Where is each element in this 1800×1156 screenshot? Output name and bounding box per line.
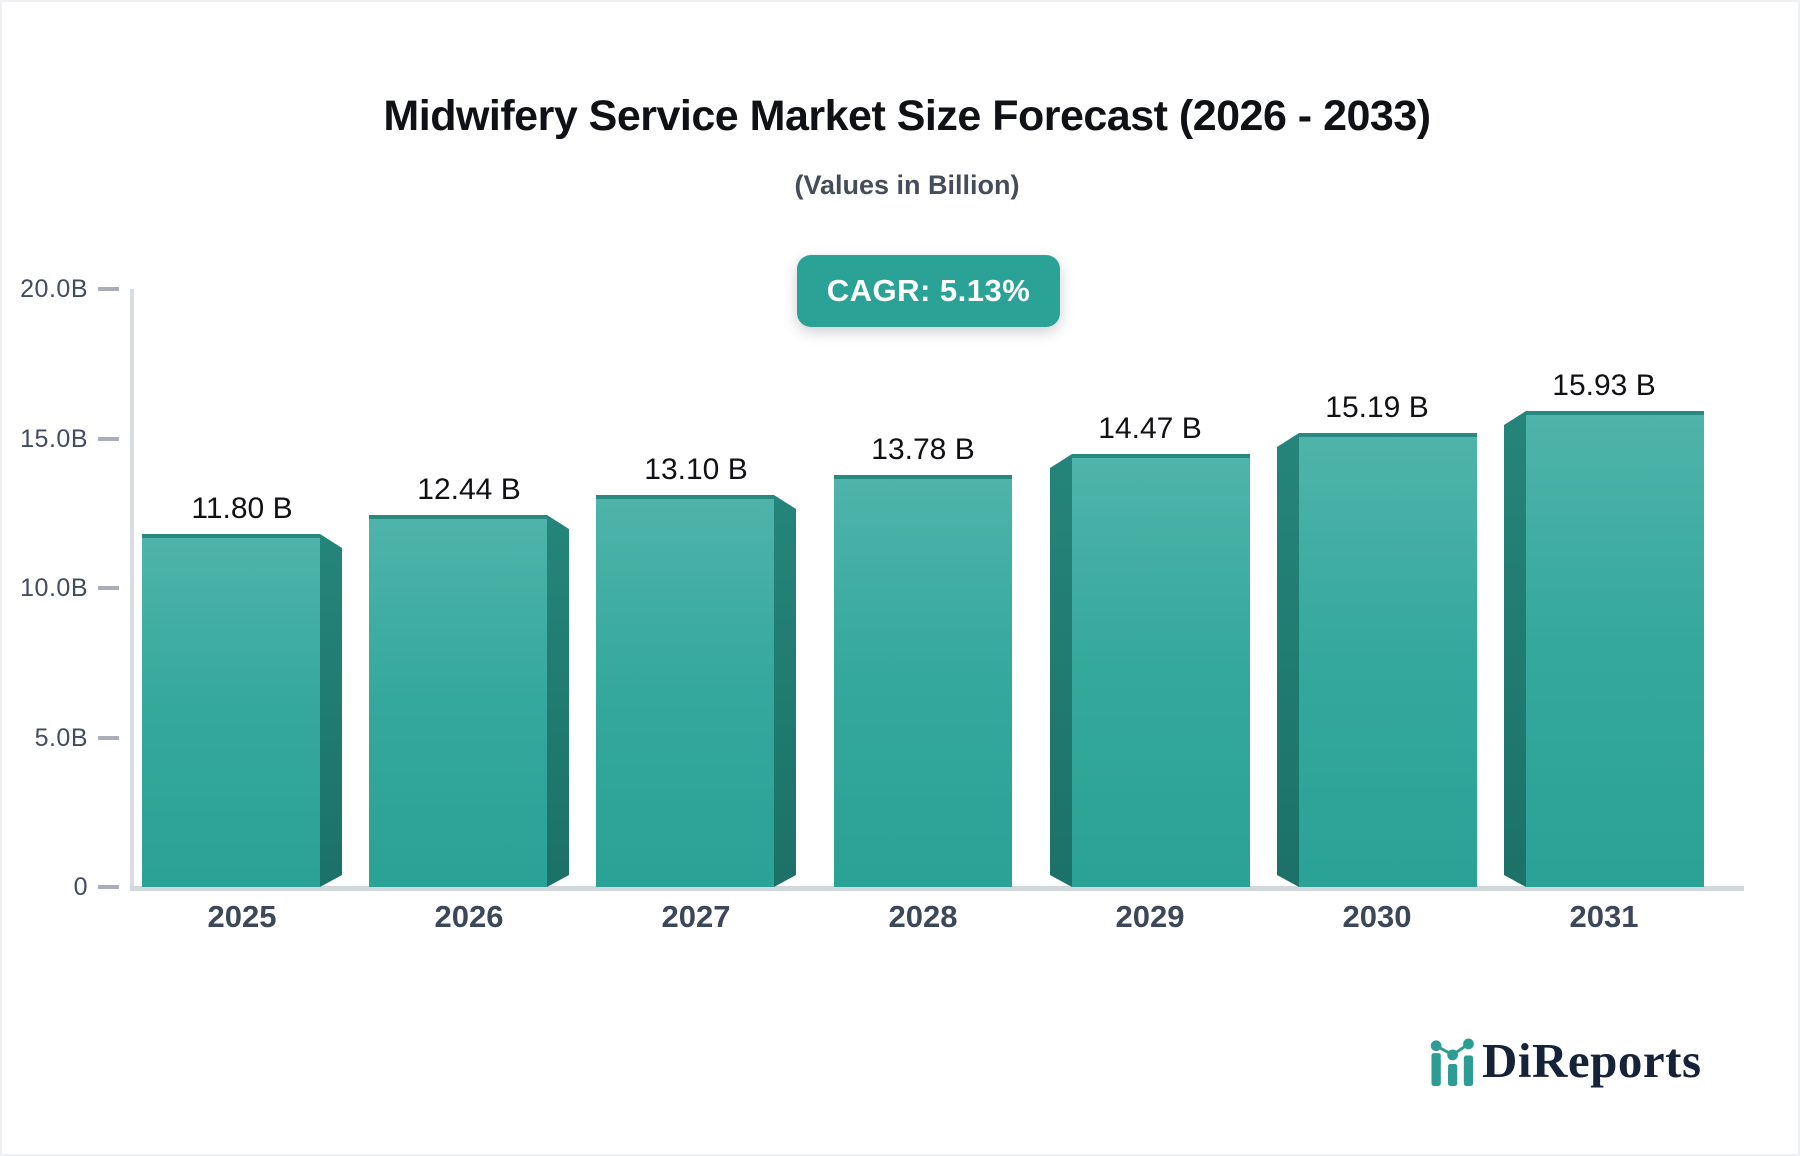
bar-face	[1072, 454, 1250, 887]
bar-2026: 12.44 B	[369, 473, 569, 887]
y-tick-label: 5.0B	[34, 723, 88, 752]
x-axis-line	[130, 886, 1744, 891]
bar-side-shade	[320, 534, 342, 887]
direports-logo-text: DiReports	[1482, 1033, 1702, 1088]
x-axis-label-2031: 2031	[1569, 899, 1639, 934]
bar-face	[1299, 433, 1477, 887]
x-axis-label-2028: 2028	[888, 899, 958, 934]
bar-value-label: 11.80 B	[191, 492, 293, 525]
bar-value-label: 14.47 B	[1098, 412, 1202, 445]
bar-side-shade	[1504, 411, 1526, 887]
y-axis-line	[130, 289, 134, 891]
bar-2029: 14.47 B	[1050, 412, 1250, 887]
x-axis-label-2030: 2030	[1342, 899, 1412, 934]
bar-value-label: 12.44 B	[417, 473, 521, 506]
bar-2025: 11.80 B	[142, 492, 342, 887]
y-tick-label: 10.0B	[20, 574, 88, 602]
y-tick-mark	[98, 586, 119, 590]
chart-title: Midwifery Service Market Size Forecast (…	[383, 92, 1431, 140]
direports-logo: DiReports	[1430, 1032, 1702, 1089]
y-tick-label: 0	[73, 873, 88, 901]
bar-side-shade	[1050, 454, 1072, 887]
direports-logo-icon	[1430, 1038, 1474, 1086]
y-tick-mark	[98, 735, 119, 740]
x-axis-label-2026: 2026	[434, 899, 504, 934]
y-tick-mark	[98, 885, 119, 889]
bar-value-label: 13.78 B	[871, 433, 975, 466]
bar-2030: 15.19 B	[1277, 391, 1477, 887]
bar-value-label: 13.10 B	[644, 453, 748, 486]
bar-face	[596, 495, 774, 887]
bar-2031: 15.93 B	[1504, 369, 1704, 887]
y-tick-label: 20.0B	[20, 275, 88, 303]
bar-side-shade	[1277, 433, 1299, 887]
bar-face	[369, 515, 547, 887]
y-tick-mark	[98, 287, 119, 291]
cagr-badge: CAGR: 5.13%	[797, 255, 1060, 327]
cagr-badge-label: CAGR: 5.13%	[826, 273, 1031, 308]
y-tick-label: 15.0B	[20, 424, 88, 453]
chart-subtitle: (Values in Billion)	[794, 170, 1020, 200]
x-axis-label-2025: 2025	[207, 899, 277, 934]
x-axis-label-2027: 2027	[661, 899, 731, 934]
y-tick-mark	[98, 436, 119, 441]
x-axis-label-2029: 2029	[1115, 899, 1185, 934]
bar-face	[1526, 411, 1704, 887]
bar-value-label: 15.19 B	[1325, 391, 1429, 424]
bar-face	[834, 475, 1012, 887]
bar-side-shade	[547, 515, 569, 887]
bar-2028: 13.78 B	[823, 433, 1023, 887]
bar-2027: 13.10 B	[596, 453, 796, 887]
bar-value-label: 15.93 B	[1552, 369, 1656, 402]
bar-face	[142, 534, 320, 887]
bar-side-shade	[774, 495, 796, 887]
